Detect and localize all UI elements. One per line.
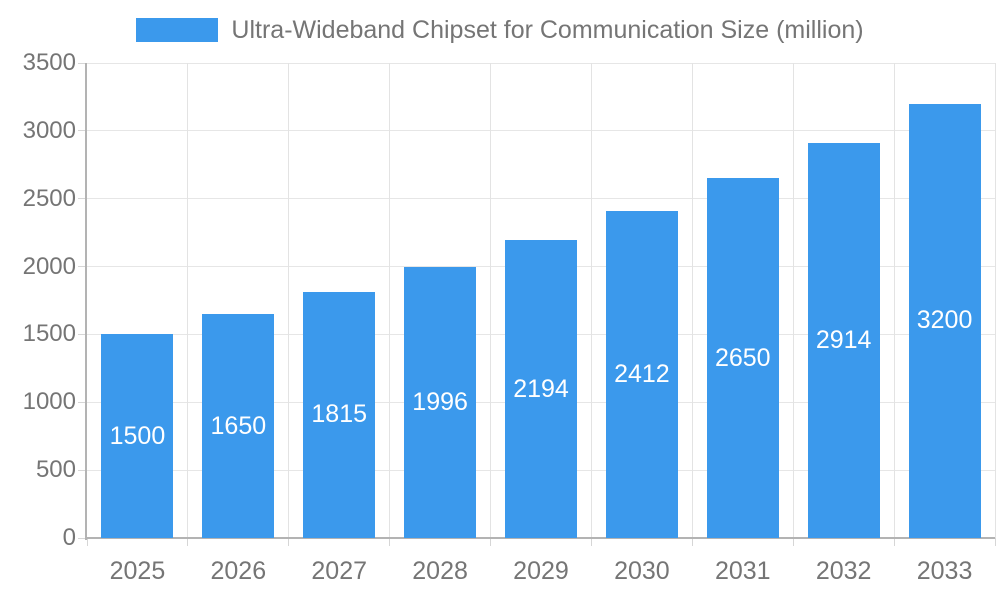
v-gridline [691, 63, 693, 538]
bar: 1650 [202, 314, 275, 538]
y-axis-tick [78, 401, 87, 403]
x-tick-label: 2033 [916, 557, 973, 585]
x-tick-label: 2028 [412, 557, 468, 585]
x-axis-tick [288, 538, 290, 546]
x-tick-label: 2027 [311, 557, 368, 585]
v-gridline [590, 63, 592, 538]
y-tick-label: 1500 [22, 320, 76, 348]
bar: 2650 [706, 178, 779, 538]
y-tick-label: 3000 [22, 116, 76, 144]
x-axis-tick [86, 538, 88, 546]
y-axis-tick [78, 130, 87, 132]
bar-value-label: 1500 [109, 421, 166, 450]
bar-value-label: 3200 [916, 306, 973, 335]
y-tick-label: 1000 [22, 388, 76, 416]
legend-label: Ultra-Wideband Chipset for Communication… [231, 16, 864, 44]
bar-value-label: 1996 [412, 388, 468, 417]
bar: 1815 [303, 291, 376, 538]
y-axis-tick [78, 266, 87, 268]
bar: 1500 [101, 334, 174, 538]
bar-value-label: 2914 [815, 325, 872, 354]
legend-swatch [136, 18, 219, 42]
v-gridline [490, 63, 492, 538]
x-axis-tick [691, 538, 693, 546]
h-gridline [87, 198, 995, 200]
x-axis-tick [187, 538, 189, 546]
v-gridline [288, 63, 290, 538]
y-tick-label: 2500 [22, 184, 76, 212]
h-gridline [87, 62, 995, 64]
x-axis-tick [994, 538, 996, 546]
x-tick-label: 2030 [614, 557, 670, 585]
v-gridline [389, 63, 391, 538]
x-axis-tick [590, 538, 592, 546]
y-tick-label: 500 [35, 456, 76, 484]
v-gridline [792, 63, 794, 538]
y-axis-tick [78, 198, 87, 200]
x-tick-label: 2029 [513, 557, 569, 585]
x-axis-tick [490, 538, 492, 546]
y-axis-tick [78, 62, 87, 64]
y-tick-label: 0 [62, 524, 76, 551]
bar: 2194 [505, 240, 577, 538]
y-tick-label: 2000 [22, 252, 76, 280]
x-axis-tick [389, 538, 391, 546]
v-gridline [893, 63, 895, 538]
v-gridline [994, 63, 996, 538]
bar: 2914 [807, 142, 880, 538]
y-axis-tick [78, 469, 87, 471]
v-gridline [187, 63, 189, 538]
y-tick-label: 3500 [22, 49, 76, 76]
x-tick-label: 2026 [210, 557, 267, 585]
x-tick-label: 2025 [109, 557, 166, 585]
x-tick-label: 2031 [714, 557, 771, 585]
bar-value-label: 2650 [714, 343, 771, 372]
x-axis-tick [893, 538, 895, 546]
bar: 2412 [605, 210, 678, 538]
x-axis [85, 537, 995, 539]
bar: 3200 [908, 103, 981, 538]
bar-value-label: 2194 [513, 374, 569, 403]
y-axis [85, 63, 87, 540]
chart-legend: Ultra-Wideband Chipset for Communication… [0, 16, 1000, 44]
x-axis-tick [792, 538, 794, 546]
x-tick-label: 2032 [815, 557, 872, 585]
bar: 1996 [404, 267, 477, 538]
bar-value-label: 1815 [311, 400, 368, 429]
bar-value-label: 2412 [614, 359, 670, 388]
bar-value-label: 1650 [210, 411, 267, 440]
h-gridline [87, 130, 995, 132]
y-axis-tick [78, 537, 87, 539]
y-axis-tick [78, 333, 87, 335]
